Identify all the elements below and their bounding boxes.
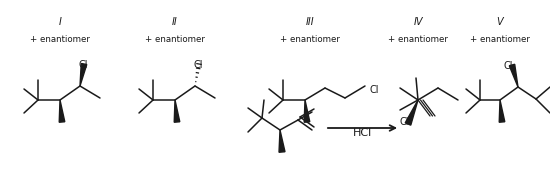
Text: Cl: Cl xyxy=(369,85,378,95)
Polygon shape xyxy=(279,130,285,152)
Text: III: III xyxy=(306,17,314,27)
Polygon shape xyxy=(59,100,65,122)
Polygon shape xyxy=(405,100,418,125)
Polygon shape xyxy=(174,100,180,122)
Polygon shape xyxy=(499,100,505,122)
Polygon shape xyxy=(304,100,310,122)
Text: Cl: Cl xyxy=(503,61,513,71)
Text: + enantiomer: + enantiomer xyxy=(470,36,530,45)
Text: + enantiomer: + enantiomer xyxy=(388,36,448,45)
Polygon shape xyxy=(80,64,87,86)
Text: I: I xyxy=(58,17,62,27)
Text: HCl: HCl xyxy=(353,128,372,138)
Text: II: II xyxy=(172,17,178,27)
Text: + enantiomer: + enantiomer xyxy=(280,36,340,45)
Text: Cl: Cl xyxy=(78,60,88,70)
Polygon shape xyxy=(509,64,518,87)
Text: Cl: Cl xyxy=(193,60,203,70)
Text: IV: IV xyxy=(413,17,423,27)
Text: + enantiomer: + enantiomer xyxy=(145,36,205,45)
Text: V: V xyxy=(497,17,503,27)
Text: + enantiomer: + enantiomer xyxy=(30,36,90,45)
Text: Cl: Cl xyxy=(399,117,409,127)
